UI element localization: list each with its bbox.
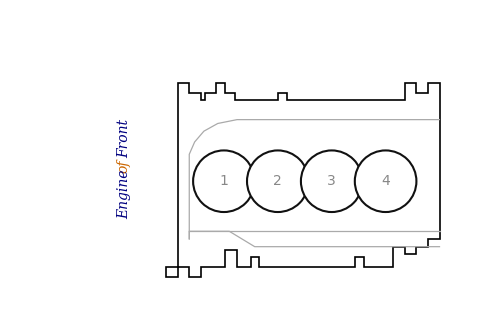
- Text: 1: 1: [220, 174, 228, 188]
- Circle shape: [247, 151, 308, 212]
- Circle shape: [193, 151, 254, 212]
- Text: 3: 3: [328, 174, 336, 188]
- Polygon shape: [166, 83, 439, 278]
- Text: 2: 2: [274, 174, 282, 188]
- Text: Front: Front: [117, 119, 131, 159]
- Circle shape: [355, 151, 416, 212]
- Text: 4: 4: [381, 174, 390, 188]
- Circle shape: [301, 151, 362, 212]
- Text: Engine: Engine: [117, 170, 131, 219]
- Text: of: of: [117, 159, 131, 173]
